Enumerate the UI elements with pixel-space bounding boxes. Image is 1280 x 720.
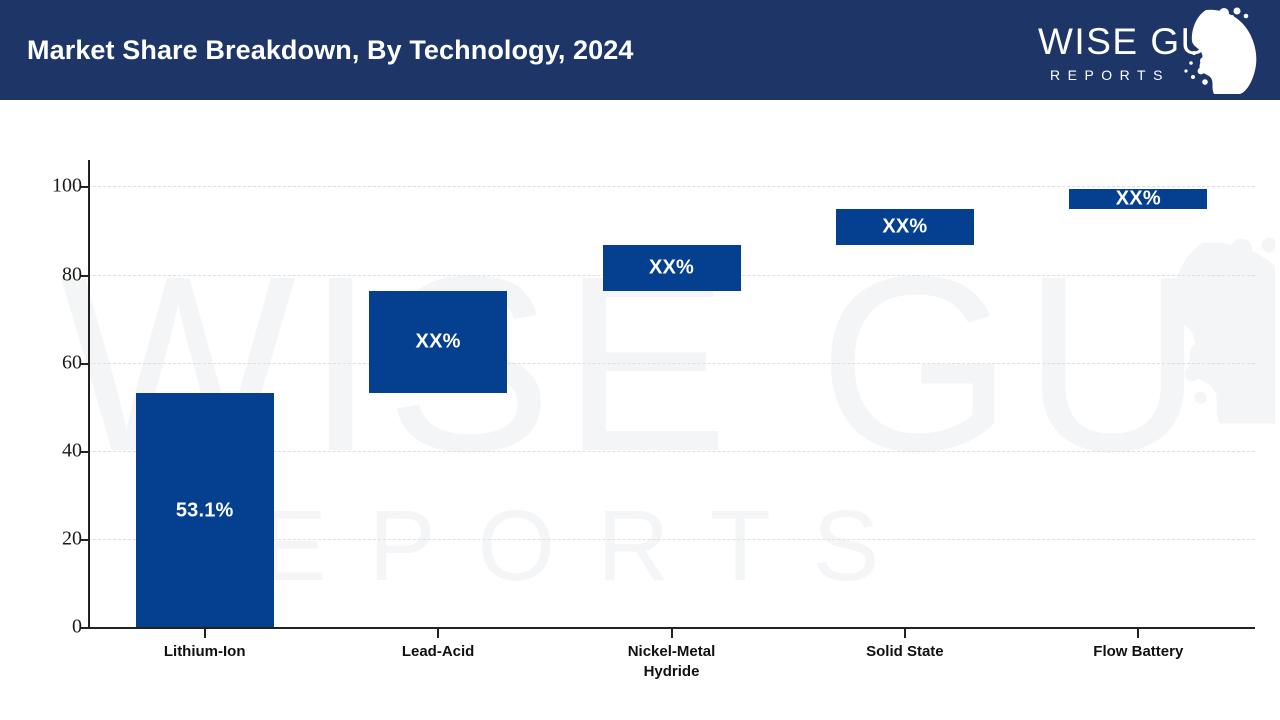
bar-value-label: XX% <box>415 330 461 353</box>
x-category-label: Solid State <box>866 643 944 660</box>
y-tick-mark <box>80 274 88 277</box>
svg-text:WISE GUY: WISE GUY <box>1038 21 1235 62</box>
chart-canvas: WISE GUY EPORTS <box>0 100 1280 720</box>
y-tick-label: 80 <box>62 263 82 286</box>
y-tick-label: 100 <box>52 174 82 197</box>
bar-1[interactable] <box>135 393 274 627</box>
gridline <box>88 538 1255 540</box>
x-tick-mark <box>670 629 673 638</box>
y-tick-label: 0 <box>72 615 82 638</box>
bar-2[interactable] <box>369 290 508 394</box>
bar-5[interactable] <box>1069 188 1208 210</box>
bar-3[interactable] <box>602 245 741 291</box>
x-axis-line <box>88 627 1255 629</box>
y-tick-label: 60 <box>62 351 82 374</box>
bar-value-label: XX% <box>648 256 695 279</box>
bar-4[interactable] <box>835 209 974 246</box>
gridline <box>88 450 1255 452</box>
x-category-label: Nickel-Metal Hydride <box>627 643 716 680</box>
bar-value-label: XX% <box>882 215 928 238</box>
y-tick-mark <box>80 538 88 541</box>
y-axis-line <box>88 160 90 628</box>
y-tick-label: 20 <box>62 527 82 550</box>
gridline <box>88 186 1255 188</box>
x-category-label: Flow Battery <box>1093 643 1184 660</box>
bar-value-label: XX% <box>1115 187 1161 210</box>
page-title: Market Share Breakdown, By Technology, 2… <box>27 34 634 65</box>
y-tick-label: 40 <box>62 439 82 462</box>
x-category-label: Lead-Acid <box>401 643 475 660</box>
y-tick-mark <box>80 186 88 189</box>
bar-value-label: 53.1% <box>175 499 234 522</box>
y-tick-mark <box>80 627 88 629</box>
gridline <box>88 362 1255 364</box>
page-header: Market Share Breakdown, By Technology, 2… <box>0 0 1280 100</box>
x-tick-mark <box>1137 629 1140 638</box>
x-category-label: Lithium-Ion <box>163 643 246 660</box>
wise-guy-reports-logo: WISE GUY REPORTS <box>1028 4 1274 96</box>
y-tick-mark <box>80 362 88 365</box>
x-tick-mark <box>903 629 906 638</box>
y-tick-mark <box>80 450 88 453</box>
x-tick-mark <box>203 629 206 638</box>
svg-text:EPORTS: EPORTS <box>260 490 921 602</box>
x-tick-mark <box>437 629 440 638</box>
svg-text:REPORTS: REPORTS <box>1050 67 1170 83</box>
